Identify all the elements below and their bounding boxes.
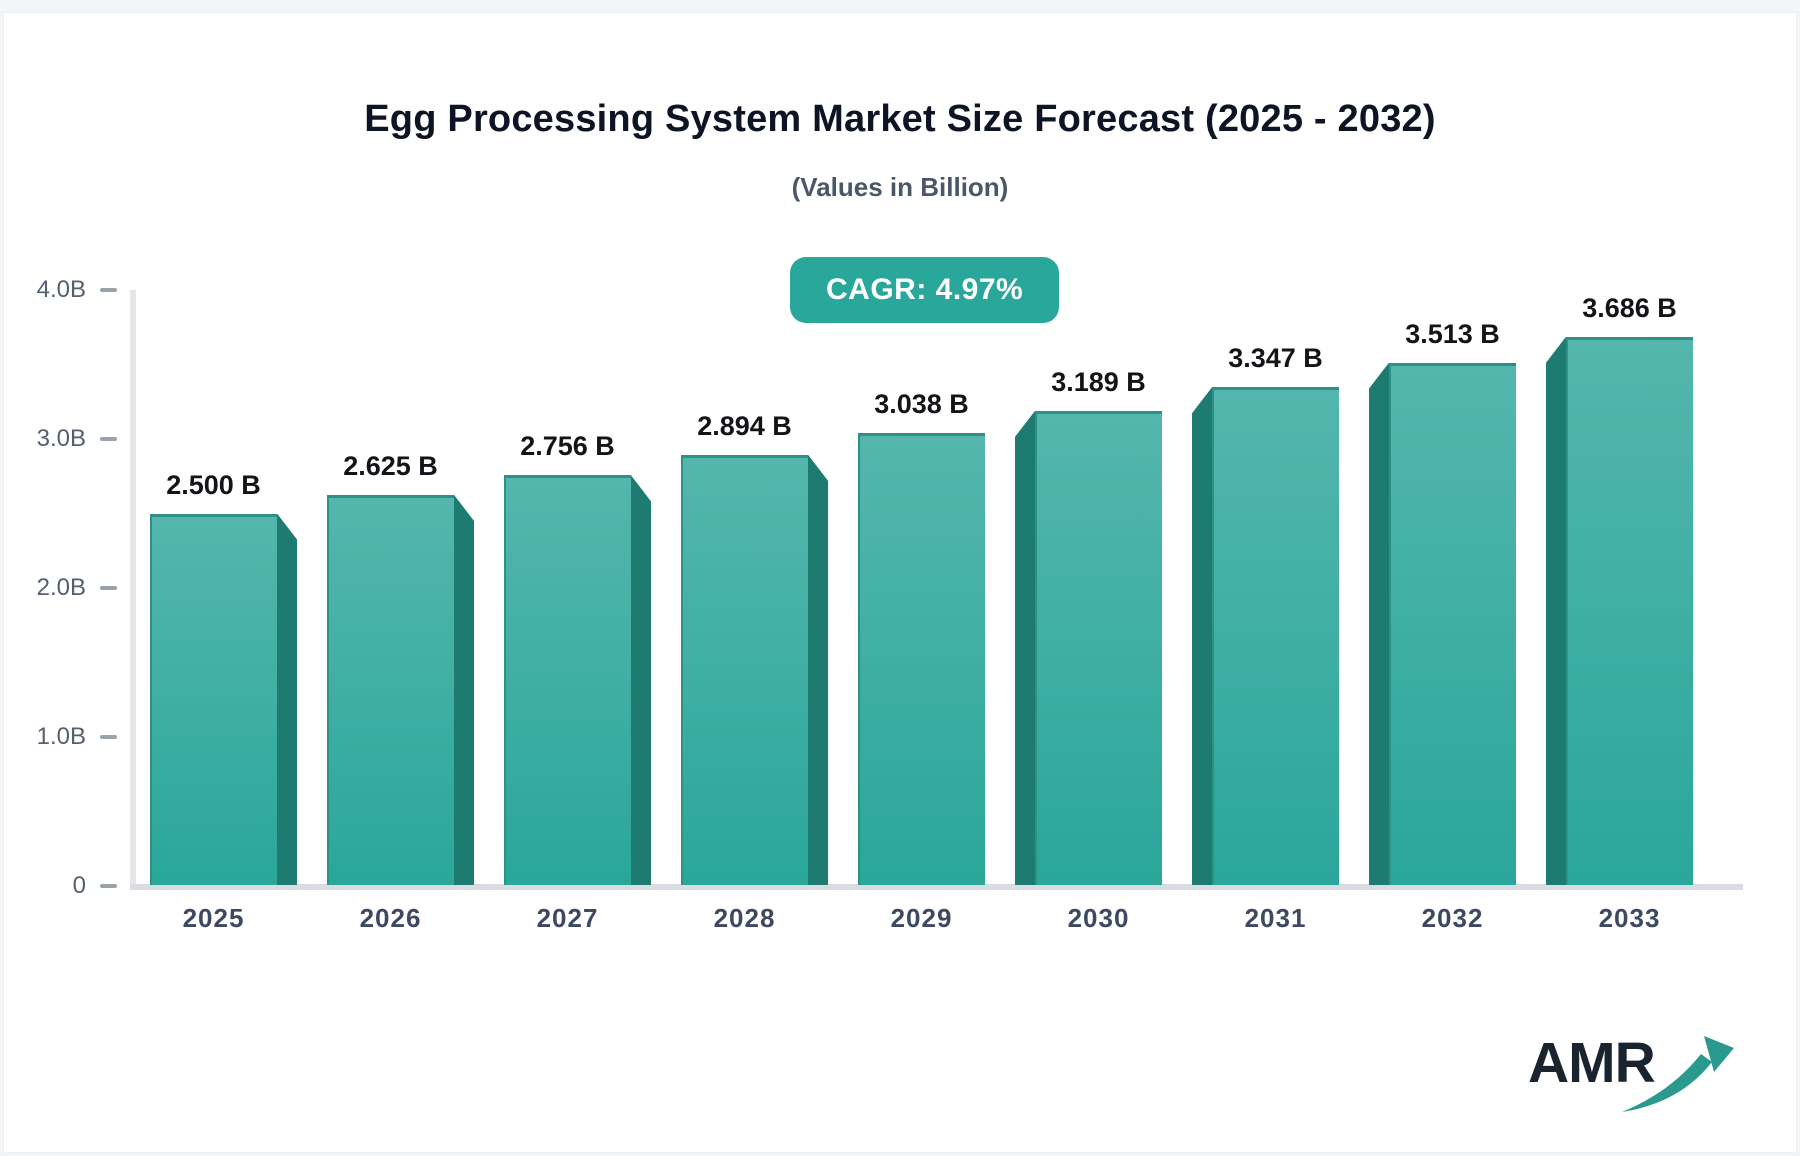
y-axis-tick [100,735,117,739]
y-axis-line [130,290,136,890]
bar-2033 [1566,336,1693,885]
bar-2028 [681,454,808,885]
bar-2027 [504,475,631,885]
bar-value-label: 2.625 B [343,450,438,481]
bar-2026 [327,494,454,885]
amr-logo: AMR [1528,1030,1734,1120]
chart-title: Egg Processing System Market Size Foreca… [364,98,1436,140]
bar-value-label: 3.347 B [1228,343,1323,374]
chart-subtitle: (Values in Billion) [791,172,1009,202]
y-axis-tick-label: 3.0B [36,425,86,452]
bar-value-label: 3.189 B [1051,366,1146,397]
bar-side-face [1192,387,1212,885]
x-axis-label-2030: 2030 [1067,903,1130,933]
bar-value-label: 3.038 B [874,389,969,420]
bar-2030 [1035,410,1162,885]
y-axis-tick-label: 0 [72,872,86,899]
bar-2029 [858,433,985,885]
cagr-badge: CAGR: 4.97% [790,257,1060,323]
x-axis-label-2028: 2028 [713,903,776,933]
y-axis-tick [100,586,117,590]
y-axis-tick [100,884,117,888]
y-axis-tick-label: 1.0B [36,723,86,750]
y-axis-tick [100,437,117,441]
bar-side-face [808,454,828,885]
bar-side-face [1015,410,1035,885]
growth-arrow-icon [1622,1036,1734,1112]
bar-2025 [150,513,277,885]
bar-side-face [1369,362,1389,885]
y-axis-tick-label: 4.0B [36,276,86,303]
amr-logo-text: AMR [1528,1031,1656,1095]
bar-2032 [1389,362,1516,885]
x-axis-label-2031: 2031 [1244,903,1307,933]
x-axis-label-2027: 2027 [536,903,599,933]
bar-value-label: 2.756 B [520,431,615,462]
y-axis-tick-label: 2.0B [36,574,86,601]
bar-2031 [1212,387,1339,885]
bar-side-face [1546,336,1566,885]
x-axis-label-2033: 2033 [1598,903,1661,933]
x-axis-label-2029: 2029 [890,903,953,933]
x-axis-baseline [130,884,1743,890]
bar-side-face [454,494,474,885]
x-axis-label-2032: 2032 [1421,903,1484,933]
x-axis-label-2025: 2025 [182,903,245,933]
bar-side-face [631,475,651,885]
x-axis-label-2026: 2026 [359,903,422,933]
bar-value-label: 2.894 B [697,410,792,441]
bar-value-label: 3.686 B [1582,292,1677,323]
bar-value-label: 3.513 B [1405,318,1500,349]
bar-side-face [277,513,297,885]
bar-value-label: 2.500 B [166,469,261,500]
y-axis-tick [100,288,117,292]
